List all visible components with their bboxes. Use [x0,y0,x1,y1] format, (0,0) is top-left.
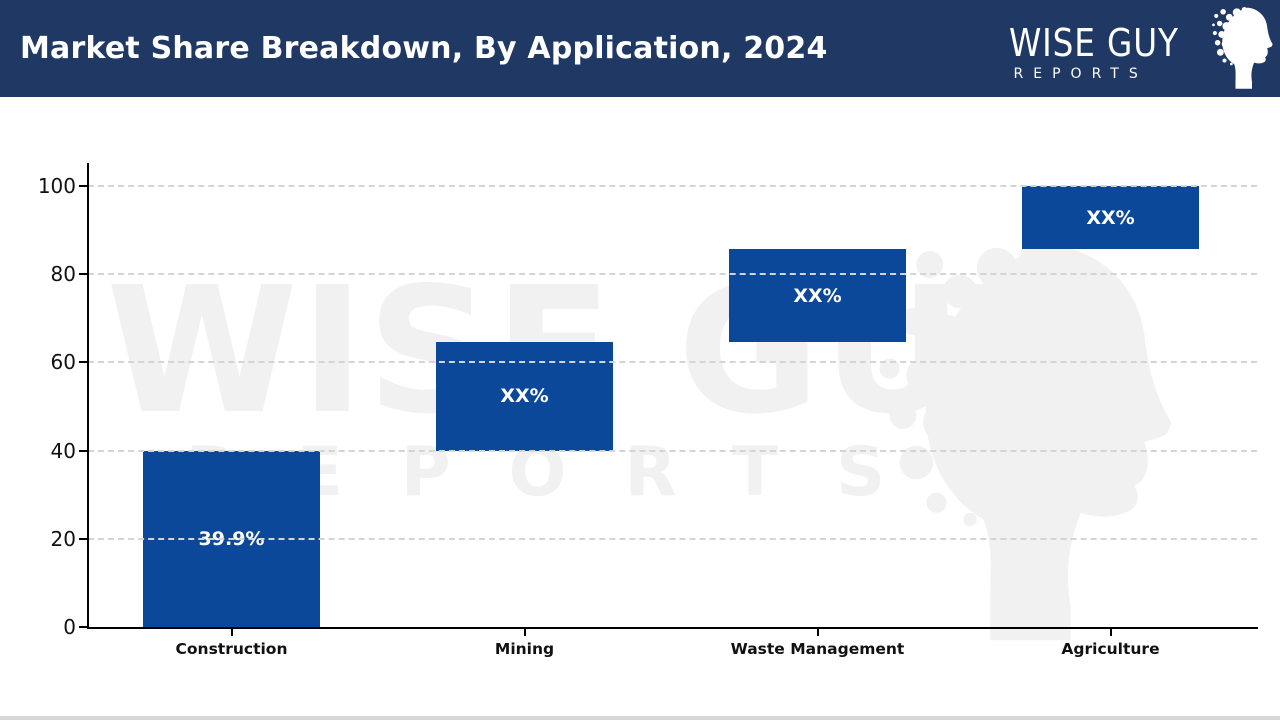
chart-area: WISE GUY REPORTS 0 20 40 60 80 100 39.9% Constr… [0,97,1280,720]
wiseguy-face-icon [1212,6,1273,89]
gridline-20 [88,537,1257,540]
x-tick-mark [1109,629,1112,636]
y-tick-label: 0 [63,615,76,639]
y-tick-mark [79,626,87,628]
x-tick-mark [816,629,819,636]
brand-name: WISE GUY [1008,21,1179,65]
watermark-face-icon [876,241,1172,641]
gridline-80 [88,273,1257,276]
brand-logo: WISE GUY REPORTS [1009,6,1274,89]
y-tick-mark [79,185,87,187]
x-category-label-agriculture: Agriculture [1061,640,1160,658]
x-category-label-construction: Construction [175,640,288,658]
x-tick-mark [523,629,526,636]
y-tick-mark [79,273,87,276]
gridline-100 [88,185,1257,187]
y-tick-label: 20 [50,526,76,551]
page-title: Market Share Breakdown, By Application, … [20,31,828,66]
bar-agriculture: XX% [1022,186,1199,250]
x-category-label-waste-management: Waste Management [730,640,905,658]
bar-value-label: XX% [500,385,549,408]
x-tick-mark [230,629,233,636]
bar-value-label: XX% [793,284,842,307]
brand-subtitle: REPORTS [1013,66,1148,82]
x-category-label-mining: Mining [494,640,555,658]
y-tick-label: 100 [37,174,76,198]
header-bar: Market Share Breakdown, By Application, … [0,0,1280,97]
y-tick-mark [79,361,87,364]
bottom-border-strip [0,716,1280,720]
y-tick-label: 80 [50,262,76,287]
gridline-40 [88,449,1257,452]
y-axis-line [87,163,89,629]
y-tick-label: 40 [50,438,76,463]
y-tick-mark [79,449,87,452]
bar-value-label: XX% [1086,206,1135,229]
brand-text: WISE GUY REPORTS [1009,24,1206,82]
y-tick-label: 60 [50,350,76,375]
bar-waste-management: XX% [729,249,906,343]
gridline-60 [88,361,1257,364]
x-axis-line [87,627,1258,629]
bar-mining: XX% [436,342,613,451]
y-tick-mark [79,537,87,540]
